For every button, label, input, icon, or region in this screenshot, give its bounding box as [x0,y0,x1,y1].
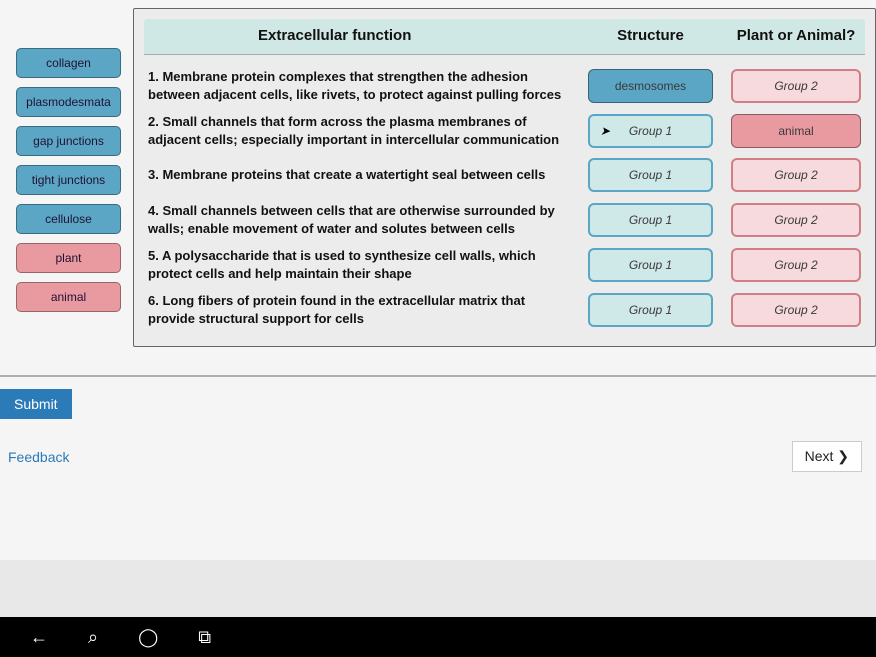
tile-label: gap junctions [33,134,104,148]
tile-animal[interactable]: animal [16,282,121,312]
tile-label: plasmodesmata [26,95,111,109]
feedback-row: Feedback Next ❯ [0,419,876,480]
tile-cellulose[interactable]: cellulose [16,204,121,234]
category-slot-5[interactable]: Group 2 [731,248,861,282]
structure-slot-1[interactable]: desmosomes [588,69,713,103]
slot-label: Group 2 [774,168,817,182]
taskbar: ← ⌕ ◯ ⧉ [0,617,876,657]
table-row: 3. Membrane proteins that create a water… [144,153,865,197]
table-row: 4. Small channels between cells that are… [144,197,865,242]
tile-collagen[interactable]: collagen [16,48,121,78]
slot-label: Group 1 [629,258,672,272]
header-structure: Structure [588,27,713,44]
slot-label: Group 1 [629,303,672,317]
slot-label: Group 2 [774,79,817,93]
structure-slot-2[interactable]: ➤ Group 1 [588,114,713,148]
question-table: Extracellular function Structure Plant o… [133,8,876,347]
draggable-sidebar: collagen plasmodesmata gap junctions tig… [16,8,121,312]
slot-label: Group 1 [629,168,672,182]
structure-slot-6[interactable]: Group 1 [588,293,713,327]
category-slot-6[interactable]: Group 2 [731,293,861,327]
feedback-link[interactable]: Feedback [8,449,69,465]
row-description: 5. A polysaccharide that is used to synt… [148,247,570,282]
slot-label: Group 2 [774,213,817,227]
footer: Submit [0,377,876,419]
category-slot-1[interactable]: Group 2 [731,69,861,103]
cursor-icon: ➤ [600,124,610,138]
slot-label: desmosomes [615,79,686,93]
next-button[interactable]: Next ❯ [792,441,862,472]
submit-button[interactable]: Submit [0,389,72,419]
tile-label: plant [55,251,81,265]
search-icon[interactable]: ⌕ [88,627,98,648]
table-header: Extracellular function Structure Plant o… [144,19,865,55]
category-slot-3[interactable]: Group 2 [731,158,861,192]
tile-tight-junctions[interactable]: tight junctions [16,165,121,195]
content-row: collagen plasmodesmata gap junctions tig… [0,0,876,355]
slot-label: Group 1 [629,124,672,138]
row-description: 4. Small channels between cells that are… [148,202,570,237]
table-row: 1. Membrane protein complexes that stren… [144,63,865,108]
slot-label: Group 2 [774,303,817,317]
back-icon[interactable]: ← [30,627,48,648]
structure-slot-5[interactable]: Group 1 [588,248,713,282]
structure-slot-3[interactable]: Group 1 [588,158,713,192]
tile-label: tight junctions [32,173,105,187]
table-row: 2. Small channels that form across the p… [144,108,865,153]
slot-label: Group 2 [774,258,817,272]
row-description: 1. Membrane protein complexes that stren… [148,68,570,103]
row-description: 2. Small channels that form across the p… [148,113,570,148]
table-row: 6. Long fibers of protein found in the e… [144,287,865,332]
row-description: 6. Long fibers of protein found in the e… [148,292,570,327]
table-row: 5. A polysaccharide that is used to synt… [144,242,865,287]
structure-slot-4[interactable]: Group 1 [588,203,713,237]
tile-plant[interactable]: plant [16,243,121,273]
tile-label: animal [51,290,86,304]
tile-gap-junctions[interactable]: gap junctions [16,126,121,156]
tile-plasmodesmata[interactable]: plasmodesmata [16,87,121,117]
category-slot-2[interactable]: animal [731,114,861,148]
tile-label: cellulose [45,212,92,226]
slot-label: animal [778,124,813,138]
slot-label: Group 1 [629,213,672,227]
tile-label: collagen [46,56,91,70]
taskview-icon[interactable]: ⧉ [198,627,211,648]
circle-icon[interactable]: ◯ [138,627,158,648]
header-function: Extracellular function [148,27,570,44]
category-slot-4[interactable]: Group 2 [731,203,861,237]
work-area: collagen plasmodesmata gap junctions tig… [0,0,876,560]
row-description: 3. Membrane proteins that create a water… [148,166,570,184]
header-category: Plant or Animal? [731,27,861,44]
